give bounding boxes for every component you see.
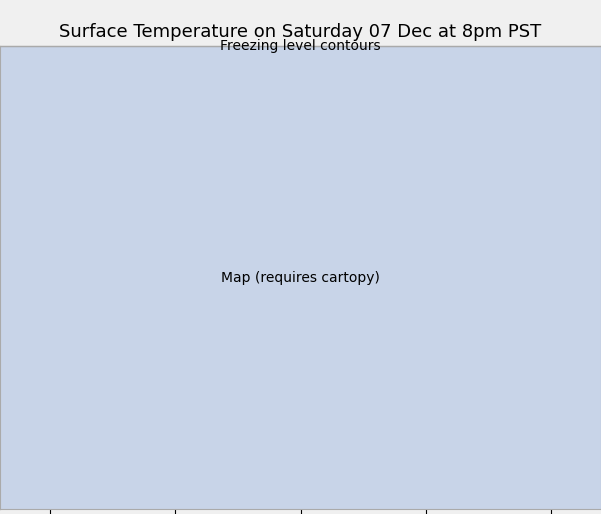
Text: Map (requires cartopy): Map (requires cartopy) [221, 270, 380, 285]
Text: Surface Temperature on Saturday 07 Dec at 8pm PST: Surface Temperature on Saturday 07 Dec a… [59, 23, 542, 41]
Text: Freezing level contours: Freezing level contours [220, 39, 381, 52]
